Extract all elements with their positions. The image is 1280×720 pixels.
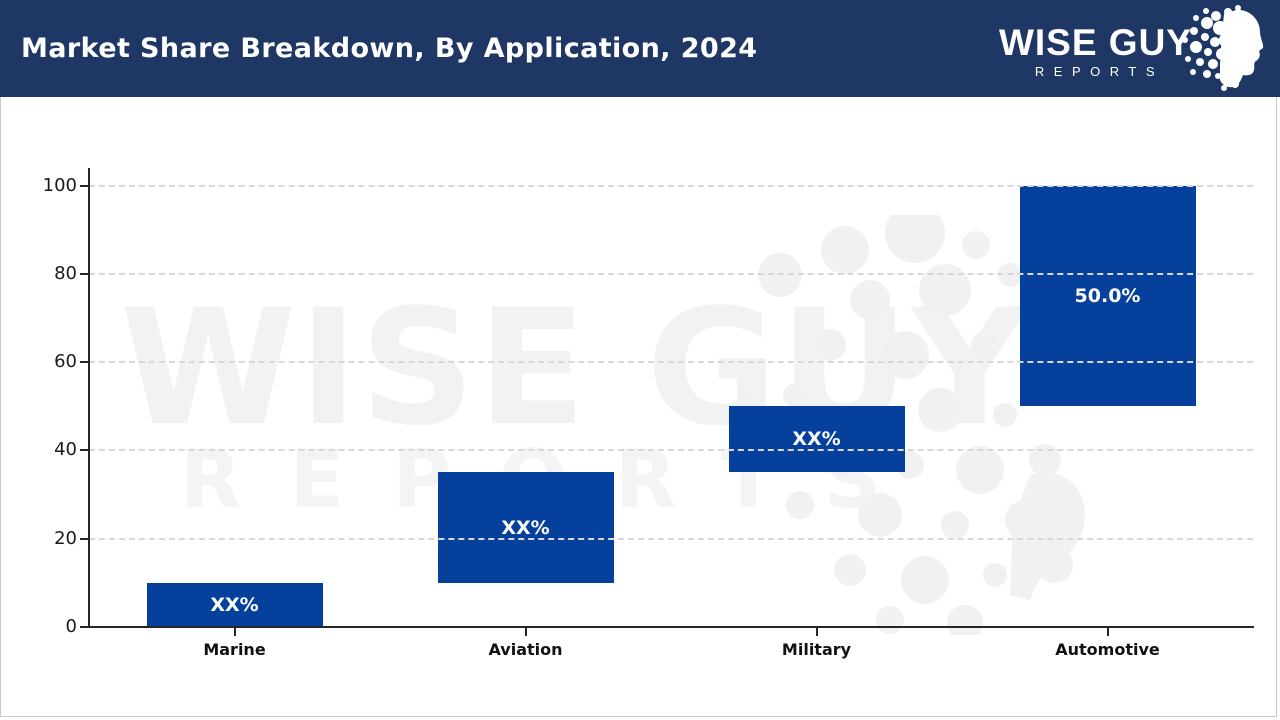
y-tick-mark bbox=[80, 272, 89, 275]
x-tick-mark bbox=[815, 628, 818, 636]
logo-head-icon bbox=[1182, 4, 1264, 91]
y-axis-line bbox=[88, 168, 90, 628]
x-axis-category-label: Military bbox=[781, 640, 852, 659]
bar-segment-aviation bbox=[437, 472, 614, 583]
bar-segment-military bbox=[728, 406, 905, 473]
bar-value-label: 50.0% bbox=[1074, 284, 1141, 307]
logo-subtitle: REPORTS bbox=[1034, 64, 1165, 79]
x-axis-line bbox=[88, 626, 1254, 628]
logo-wordmark: WISE GUY bbox=[998, 22, 1192, 63]
y-tick-mark bbox=[80, 626, 89, 628]
y-axis-tick-label: 0 bbox=[65, 616, 77, 637]
header-bar: Market Share Breakdown, By Application, … bbox=[0, 0, 1280, 97]
y-axis-tick-label: 40 bbox=[54, 439, 77, 461]
y-axis-tick-label: 80 bbox=[54, 262, 77, 284]
x-axis-category-label: Marine bbox=[203, 640, 266, 659]
bar-value-label: XX% bbox=[501, 516, 550, 539]
y-tick-mark bbox=[80, 184, 89, 187]
y-axis-tick-label: 100 bbox=[42, 174, 77, 196]
gridline-60 bbox=[89, 361, 1253, 364]
y-axis-tick-label: 60 bbox=[54, 351, 77, 373]
gridline-20 bbox=[89, 537, 1253, 540]
watermark-head-dots bbox=[740, 215, 1085, 635]
gridline-100 bbox=[89, 184, 1253, 187]
y-tick-mark bbox=[80, 537, 89, 540]
bar-segment-automotive bbox=[1019, 185, 1196, 407]
chart-title: Market Share Breakdown, By Application, … bbox=[21, 33, 758, 64]
logo-text: WISE GUY REPORTS bbox=[999, 24, 1192, 79]
wise-guy-reports-logo: WISE GUY REPORTS bbox=[999, 4, 1280, 94]
bar-value-label: XX% bbox=[210, 593, 259, 616]
y-axis-tick-label: 20 bbox=[54, 527, 77, 549]
gridline-80 bbox=[89, 272, 1253, 275]
x-tick-mark bbox=[233, 628, 236, 636]
x-tick-mark bbox=[1106, 628, 1109, 636]
gridline-40 bbox=[89, 449, 1253, 452]
x-axis-category-label: Aviation bbox=[488, 640, 563, 659]
bar-value-label: XX% bbox=[792, 428, 841, 451]
bar-segment-marine bbox=[146, 582, 323, 627]
x-axis-category-label: Automotive bbox=[1055, 640, 1160, 659]
y-tick-mark bbox=[80, 361, 89, 364]
y-tick-mark bbox=[80, 449, 89, 452]
x-tick-mark bbox=[524, 628, 527, 636]
